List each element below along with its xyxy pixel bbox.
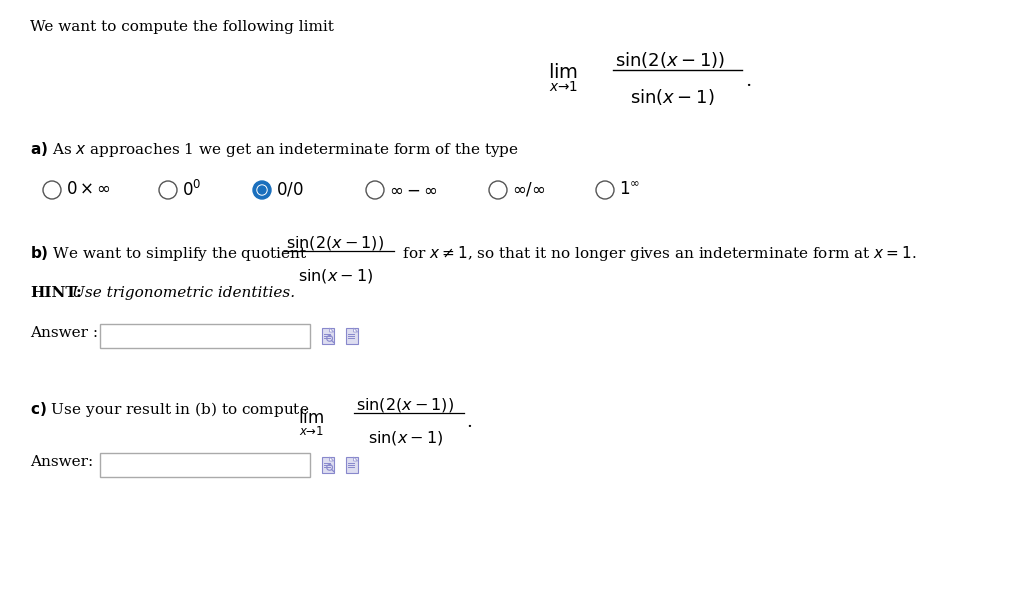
FancyBboxPatch shape (100, 324, 310, 348)
Circle shape (257, 185, 267, 195)
Text: $\mathbf{c)}$ Use your result in (b) to compute: $\mathbf{c)}$ Use your result in (b) to … (30, 400, 309, 419)
Text: We want to compute the following limit: We want to compute the following limit (30, 20, 334, 34)
Text: $\infty/\infty$: $\infty/\infty$ (512, 181, 546, 199)
FancyBboxPatch shape (323, 328, 334, 344)
Text: Answer :: Answer : (30, 326, 98, 340)
Text: Answer:: Answer: (30, 455, 93, 469)
FancyBboxPatch shape (323, 457, 334, 473)
Text: for $x \neq 1$, so that it no longer gives an indeterminate form at $x = 1$.: for $x \neq 1$, so that it no longer giv… (398, 244, 916, 263)
Text: $\mathrm{sin}(2(x-1))$: $\mathrm{sin}(2(x-1))$ (286, 234, 384, 252)
Text: $\mathbf{b)}$ We want to simplify the quotient: $\mathbf{b)}$ We want to simplify the qu… (30, 244, 307, 263)
Text: $0/0$: $0/0$ (276, 181, 304, 199)
Text: $\lim_{x \to 1}$: $\lim_{x \to 1}$ (298, 408, 324, 438)
Text: $\mathbf{a)}$ As $x$ approaches 1 we get an indeterminate form of the type: $\mathbf{a)}$ As $x$ approaches 1 we get… (30, 140, 519, 159)
Text: $0 \times \infty$: $0 \times \infty$ (66, 182, 111, 198)
Text: $\mathrm{sin}(2(x-1))$: $\mathrm{sin}(2(x-1))$ (615, 50, 725, 70)
Text: $\mathrm{sin}(2(x-1))$: $\mathrm{sin}(2(x-1))$ (356, 396, 454, 414)
Text: .: . (466, 413, 472, 431)
Text: $\mathrm{sin}(x-1)$: $\mathrm{sin}(x-1)$ (298, 267, 374, 285)
Text: $\mathrm{sin}(x-1)$: $\mathrm{sin}(x-1)$ (630, 87, 715, 107)
Circle shape (258, 186, 266, 194)
Text: Use trigonometric identities.: Use trigonometric identities. (72, 286, 295, 300)
FancyBboxPatch shape (346, 328, 357, 344)
Text: $\mathrm{sin}(x-1)$: $\mathrm{sin}(x-1)$ (368, 429, 443, 447)
Polygon shape (330, 457, 334, 461)
Text: $\lim_{x \to 1}$: $\lim_{x \to 1}$ (548, 62, 579, 94)
FancyBboxPatch shape (346, 457, 357, 473)
Polygon shape (353, 457, 357, 461)
FancyBboxPatch shape (100, 453, 310, 477)
Text: $\infty - \infty$: $\infty - \infty$ (389, 182, 437, 198)
Circle shape (253, 181, 271, 199)
Text: HINT:: HINT: (30, 286, 82, 300)
Polygon shape (353, 328, 357, 332)
Text: $1^\infty$: $1^\infty$ (618, 181, 640, 198)
Text: .: . (745, 72, 752, 90)
Polygon shape (330, 328, 334, 332)
Text: $0^0$: $0^0$ (182, 180, 202, 200)
